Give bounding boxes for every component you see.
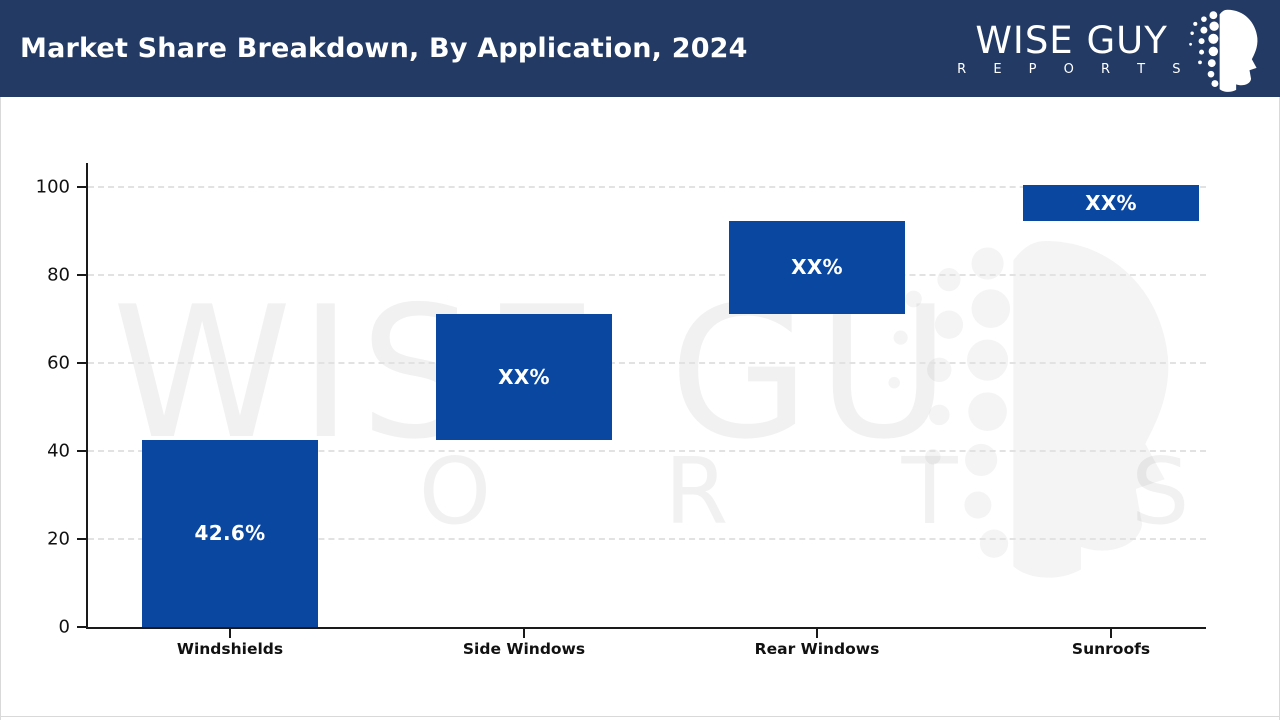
figure-border-left [0,97,1,720]
y-tick [77,450,86,452]
header-bar: Market Share Breakdown, By Application, … [0,0,1280,97]
bar: XX% [436,313,612,440]
y-tick [77,362,86,364]
gridline [88,450,1206,452]
x-axis-label: Sunroofs [1071,640,1151,658]
gridline [88,274,1206,276]
x-axis-label: Rear Windows [754,640,880,658]
y-axis-tick-label: 100 [35,176,70,198]
x-tick [229,629,231,638]
y-tick [77,538,86,540]
x-tick [816,629,818,638]
figure-border-bottom [0,716,1280,717]
brand-logo: WISE GUY R E P O R T S [951,5,1266,93]
y-tick [77,626,86,628]
y-tick [77,274,86,276]
bar-value-label: XX% [791,255,843,280]
x-tick [523,629,525,638]
brand-subtitle: R E P O R T S [957,61,1192,77]
x-axis-label: Side Windows [462,640,586,658]
y-axis-tick-label: 80 [47,264,70,286]
chart-title: Market Share Breakdown, By Application, … [20,33,748,64]
brand-name: WISE GUY [975,18,1168,62]
y-axis-tick-label: 20 [47,528,70,550]
y-axis-spine [86,163,88,629]
x-axis-spine [86,627,1206,629]
bar: 42.6% [142,439,318,627]
y-axis-tick-label: 60 [47,352,70,374]
x-axis-label: Windshields [176,640,284,658]
bar-value-label: 42.6% [194,521,266,546]
gridline [88,362,1206,364]
bar: XX% [729,220,905,314]
y-axis-tick-label: 40 [47,440,70,462]
y-axis-tick-label: 0 [58,616,70,638]
x-tick [1110,629,1112,638]
gridline [88,538,1206,540]
bar: XX% [1023,185,1199,221]
bar-value-label: XX% [498,364,550,389]
y-tick [77,186,86,188]
gridline [88,186,1206,188]
bar-value-label: XX% [1085,191,1137,216]
